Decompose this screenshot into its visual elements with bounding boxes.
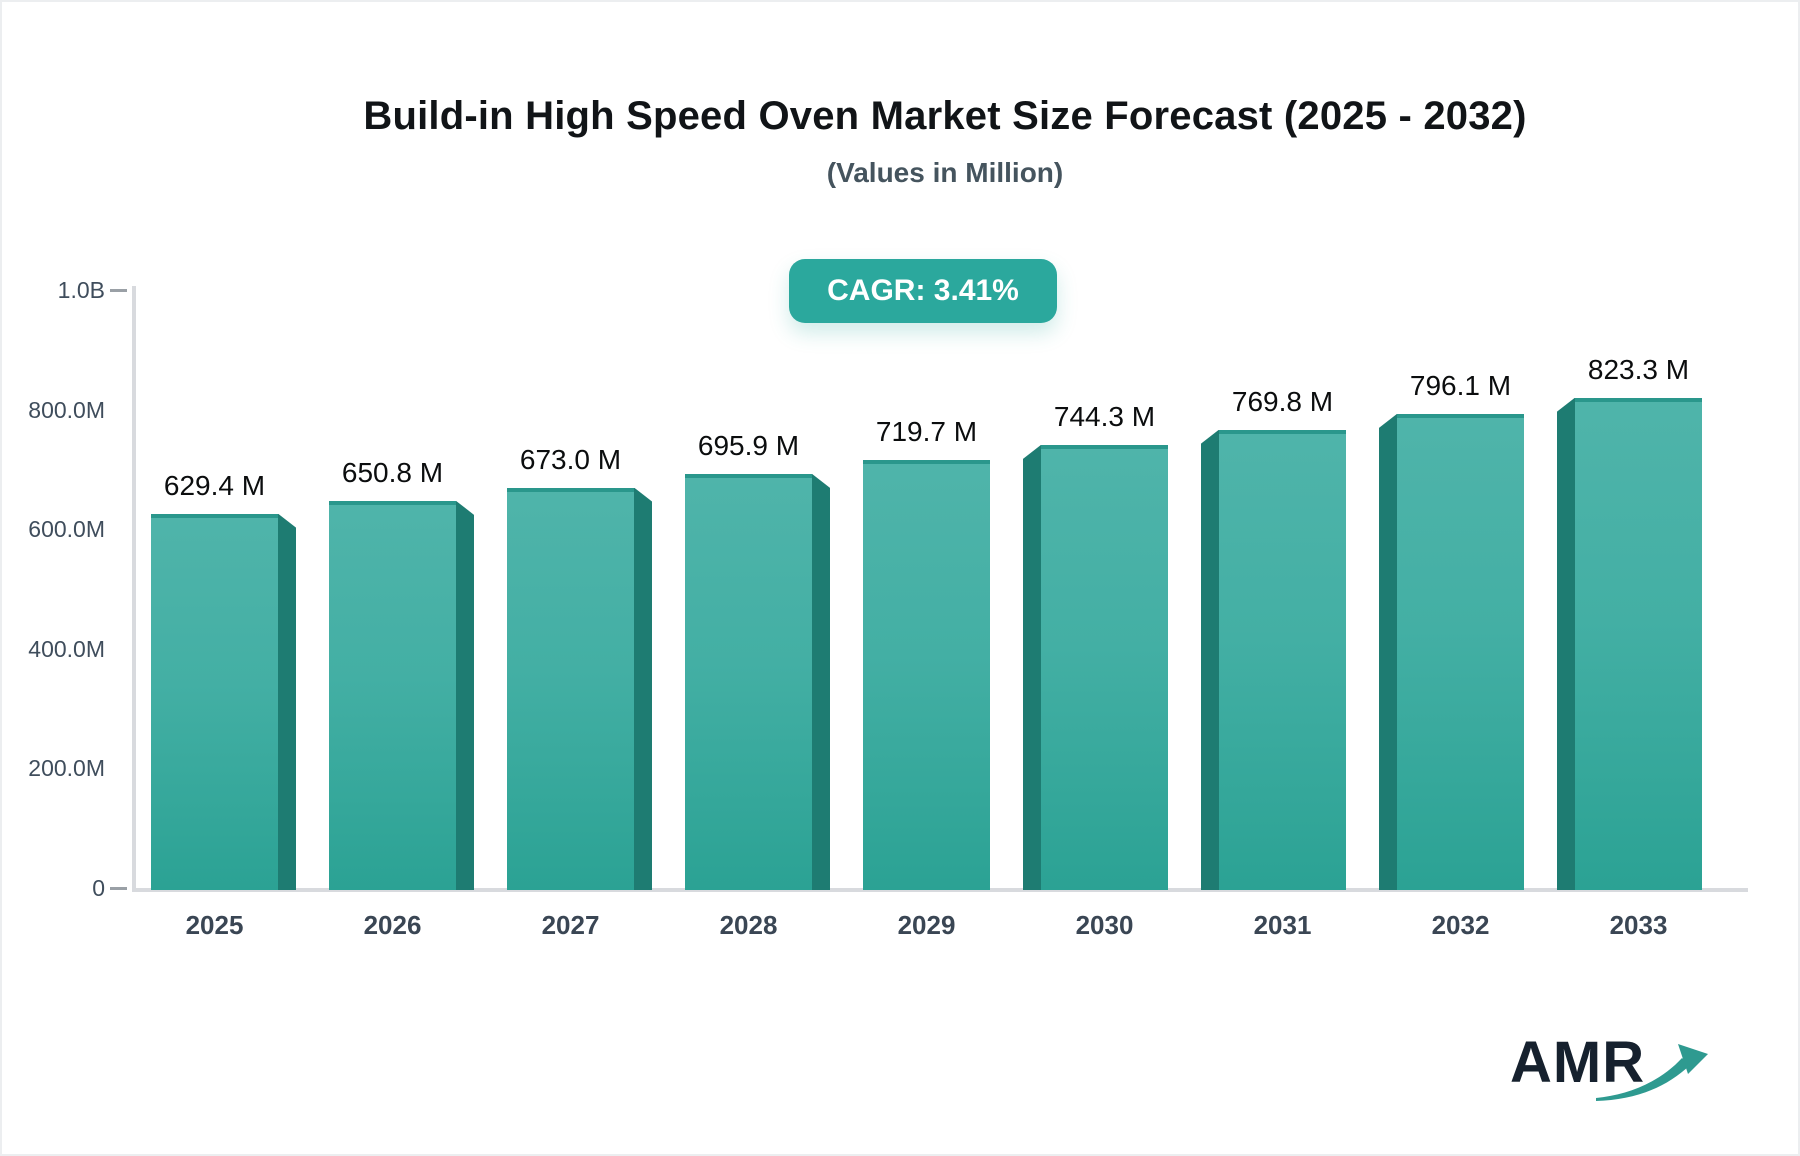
growth-arrow-icon [1596, 1044, 1708, 1101]
x-axis-label-2028: 2028 [719, 910, 778, 940]
amr-logo-text: AMR [1510, 1030, 1646, 1095]
chart-subtitle: (Values in Million) [826, 157, 1064, 188]
bar-2026 [329, 500, 456, 890]
y-axis-tick-label: 600.0M [28, 516, 105, 543]
bar-3d-side-2028 [812, 473, 830, 890]
y-axis-tick-label: 0 [92, 875, 105, 901]
amr-logo: AMR [1510, 1034, 1720, 1114]
y-axis-tick-mark [110, 887, 127, 890]
x-axis-label-2025: 2025 [185, 910, 244, 940]
bar-value-label-2025: 629.4 M [163, 469, 266, 501]
bar-3d-side-2031 [1201, 429, 1219, 890]
x-axis-label-2033: 2033 [1609, 910, 1668, 940]
bar-3d-side-2033 [1557, 397, 1575, 890]
y-axis-tick-label: 400.0M [28, 635, 105, 662]
x-axis-label-2030: 2030 [1075, 910, 1134, 940]
bar-2033 [1575, 397, 1702, 890]
y-axis-tick-label: 800.0M [28, 396, 105, 423]
bar-3d-side-2027 [634, 487, 652, 890]
cagr-badge-wrap: CAGR: 3.41% [48, 259, 1798, 323]
bar-3d-side-2032 [1379, 413, 1397, 890]
bar-value-label-2026: 650.8 M [341, 456, 444, 488]
bar-value-label-2032: 796.1 M [1409, 369, 1512, 401]
x-axis-label-2032: 2032 [1431, 910, 1490, 940]
bar-3d-side-2025 [278, 513, 296, 890]
y-axis-tick-label: 200.0M [28, 755, 105, 782]
bar-2029 [863, 459, 990, 890]
y-axis-tick-mark [110, 289, 127, 292]
bar-2027 [507, 487, 634, 890]
y-axis-line [132, 286, 136, 890]
bar-value-label-2028: 695.9 M [697, 429, 800, 461]
x-axis-baseline [132, 888, 1748, 892]
bar-value-label-2030: 744.3 M [1053, 400, 1156, 432]
bar-3d-side-2030 [1023, 444, 1041, 890]
bar-2025 [151, 513, 278, 890]
chart-header: Build-in High Speed Oven Market Size For… [92, 94, 1798, 189]
x-axis-label-2029: 2029 [897, 910, 956, 940]
bar-value-label-2033: 823.3 M [1587, 353, 1690, 385]
y-axis-tick-label: 1.0B [57, 277, 105, 303]
x-axis-label-2026: 2026 [363, 910, 422, 940]
bar-value-label-2031: 769.8 M [1231, 385, 1334, 417]
bar-value-label-2029: 719.7 M [875, 415, 978, 447]
bar-2030 [1041, 444, 1168, 890]
chart-title: Build-in High Speed Oven Market Size For… [363, 94, 1527, 138]
cagr-badge: CAGR: 3.41% [789, 259, 1057, 323]
bar-value-label-2027: 673.0 M [519, 443, 622, 475]
bar-3d-side-2026 [456, 500, 474, 890]
bar-2032 [1397, 413, 1524, 890]
x-axis-label-2027: 2027 [541, 910, 600, 940]
bar-2031 [1219, 429, 1346, 890]
bar-2028 [685, 473, 812, 890]
x-axis-label-2031: 2031 [1253, 910, 1312, 940]
